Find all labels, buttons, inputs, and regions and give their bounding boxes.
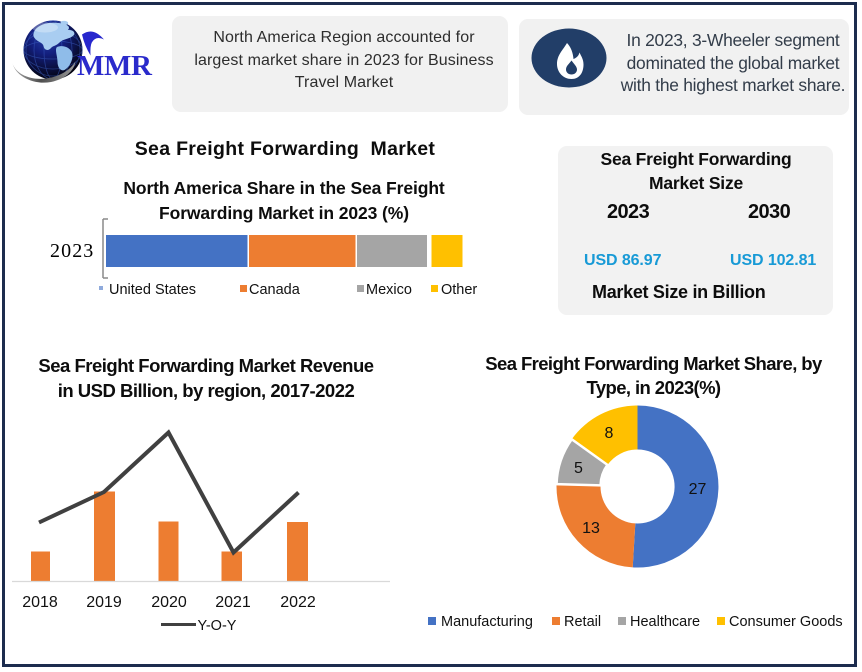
svg-text:2022: 2022: [280, 594, 316, 611]
svg-text:27: 27: [689, 481, 707, 498]
svg-text:2018: 2018: [22, 594, 58, 611]
svg-text:2020: 2020: [151, 594, 187, 611]
svg-text:Y-O-Y: Y-O-Y: [198, 618, 237, 634]
svg-text:8: 8: [605, 425, 614, 442]
svg-text:2019: 2019: [86, 594, 122, 611]
svg-text:2021: 2021: [215, 594, 251, 611]
svg-text:MMR: MMR: [77, 50, 153, 82]
svg-text:13: 13: [582, 520, 600, 537]
svg-text:5: 5: [574, 460, 583, 477]
